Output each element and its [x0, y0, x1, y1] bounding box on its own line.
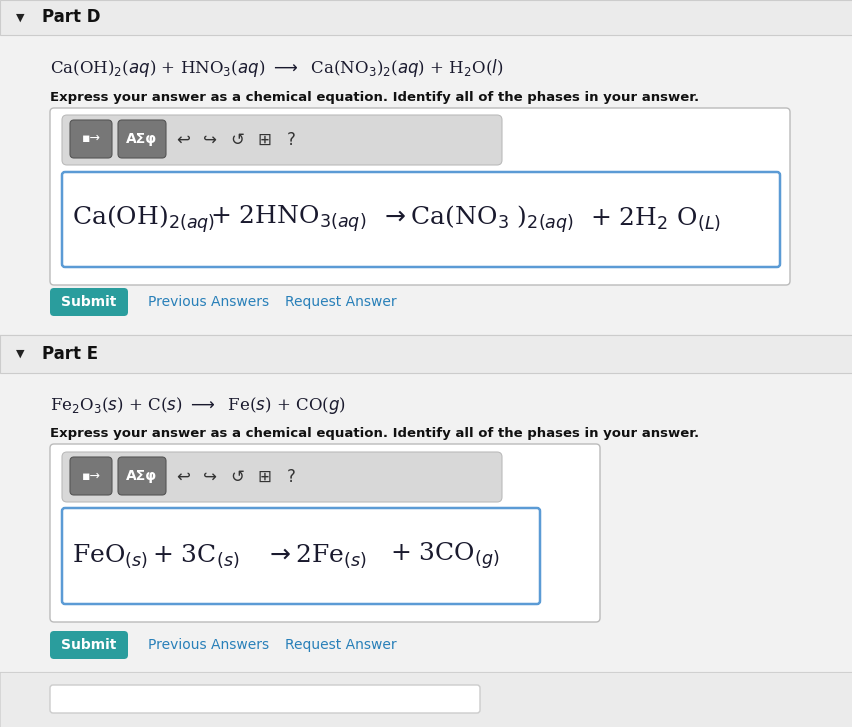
Text: ▼: ▼ — [15, 349, 24, 359]
FancyBboxPatch shape — [62, 452, 502, 502]
FancyBboxPatch shape — [50, 631, 128, 659]
Text: ↺: ↺ — [230, 131, 244, 149]
Text: ▪→: ▪→ — [82, 470, 101, 483]
Text: FeO$_{(\mathit{s})}$: FeO$_{(\mathit{s})}$ — [72, 542, 148, 570]
Text: ?: ? — [286, 131, 295, 149]
Text: Express your answer as a chemical equation. Identify all of the phases in your a: Express your answer as a chemical equati… — [50, 427, 699, 440]
FancyBboxPatch shape — [62, 508, 539, 604]
FancyBboxPatch shape — [70, 120, 112, 158]
Text: ↩: ↩ — [176, 468, 190, 486]
FancyBboxPatch shape — [50, 108, 789, 285]
FancyBboxPatch shape — [50, 288, 128, 316]
Text: ⊞: ⊞ — [256, 131, 271, 149]
Text: Part E: Part E — [42, 345, 98, 363]
Text: Previous Answers: Previous Answers — [148, 638, 269, 652]
Text: ↪: ↪ — [203, 131, 216, 149]
Text: $\rightarrow$Ca(NO$_3$ )$_{2(\mathit{aq})}$: $\rightarrow$Ca(NO$_3$ )$_{2(\mathit{aq}… — [379, 203, 573, 235]
Text: ⊞: ⊞ — [256, 468, 271, 486]
Text: $+$ 3C$_{(\mathit{s})}$: $+$ 3C$_{(\mathit{s})}$ — [152, 542, 239, 570]
Text: ▪→: ▪→ — [82, 132, 101, 145]
FancyBboxPatch shape — [62, 115, 502, 165]
Bar — [0, 0, 852, 35]
Text: $\rightarrow$2Fe$_{(\mathit{s})}$: $\rightarrow$2Fe$_{(\mathit{s})}$ — [265, 542, 366, 570]
Text: Express your answer as a chemical equation. Identify all of the phases in your a: Express your answer as a chemical equati… — [50, 90, 699, 103]
Text: $+$ 2HNO$_{3(\mathit{aq})}$: $+$ 2HNO$_{3(\mathit{aq})}$ — [210, 204, 366, 234]
Text: ↺: ↺ — [230, 468, 244, 486]
Text: Request Answer: Request Answer — [285, 295, 396, 309]
FancyBboxPatch shape — [50, 444, 599, 622]
FancyBboxPatch shape — [62, 172, 779, 267]
FancyBboxPatch shape — [50, 685, 480, 713]
Text: $+$ 2H$_2$ O$_{(\mathit{L})}$: $+$ 2H$_2$ O$_{(\mathit{L})}$ — [590, 205, 721, 233]
Text: Part D: Part D — [42, 9, 101, 26]
Text: Submit: Submit — [61, 638, 117, 652]
Text: ΑΣφ: ΑΣφ — [126, 132, 158, 146]
Bar — [0, 672, 852, 727]
Text: ΑΣφ: ΑΣφ — [126, 469, 158, 483]
FancyBboxPatch shape — [118, 120, 166, 158]
Text: Fe$_2$O$_3$($\it{s}$) + C($\it{s}$) $\longrightarrow$  Fe($\it{s}$) + CO($\it{g}: Fe$_2$O$_3$($\it{s}$) + C($\it{s}$) $\lo… — [50, 395, 345, 416]
Text: ↩: ↩ — [176, 131, 190, 149]
Text: Ca(OH)$_{2(\mathit{aq})}$: Ca(OH)$_{2(\mathit{aq})}$ — [72, 203, 215, 235]
Text: Submit: Submit — [61, 295, 117, 309]
FancyBboxPatch shape — [70, 457, 112, 495]
Text: Request Answer: Request Answer — [285, 638, 396, 652]
Text: ▼: ▼ — [15, 12, 24, 23]
Text: ↪: ↪ — [203, 468, 216, 486]
FancyBboxPatch shape — [118, 457, 166, 495]
Text: ?: ? — [286, 468, 295, 486]
Text: Previous Answers: Previous Answers — [148, 295, 269, 309]
Text: $+$ 3CO$_{(\mathit{g})}$: $+$ 3CO$_{(\mathit{g})}$ — [389, 541, 499, 571]
Bar — [0, 335, 852, 373]
Text: Ca(OH)$_2$($\it{aq}$) + HNO$_3$($\it{aq}$) $\longrightarrow$  Ca(NO$_3$)$_2$($\i: Ca(OH)$_2$($\it{aq}$) + HNO$_3$($\it{aq}… — [50, 57, 503, 79]
